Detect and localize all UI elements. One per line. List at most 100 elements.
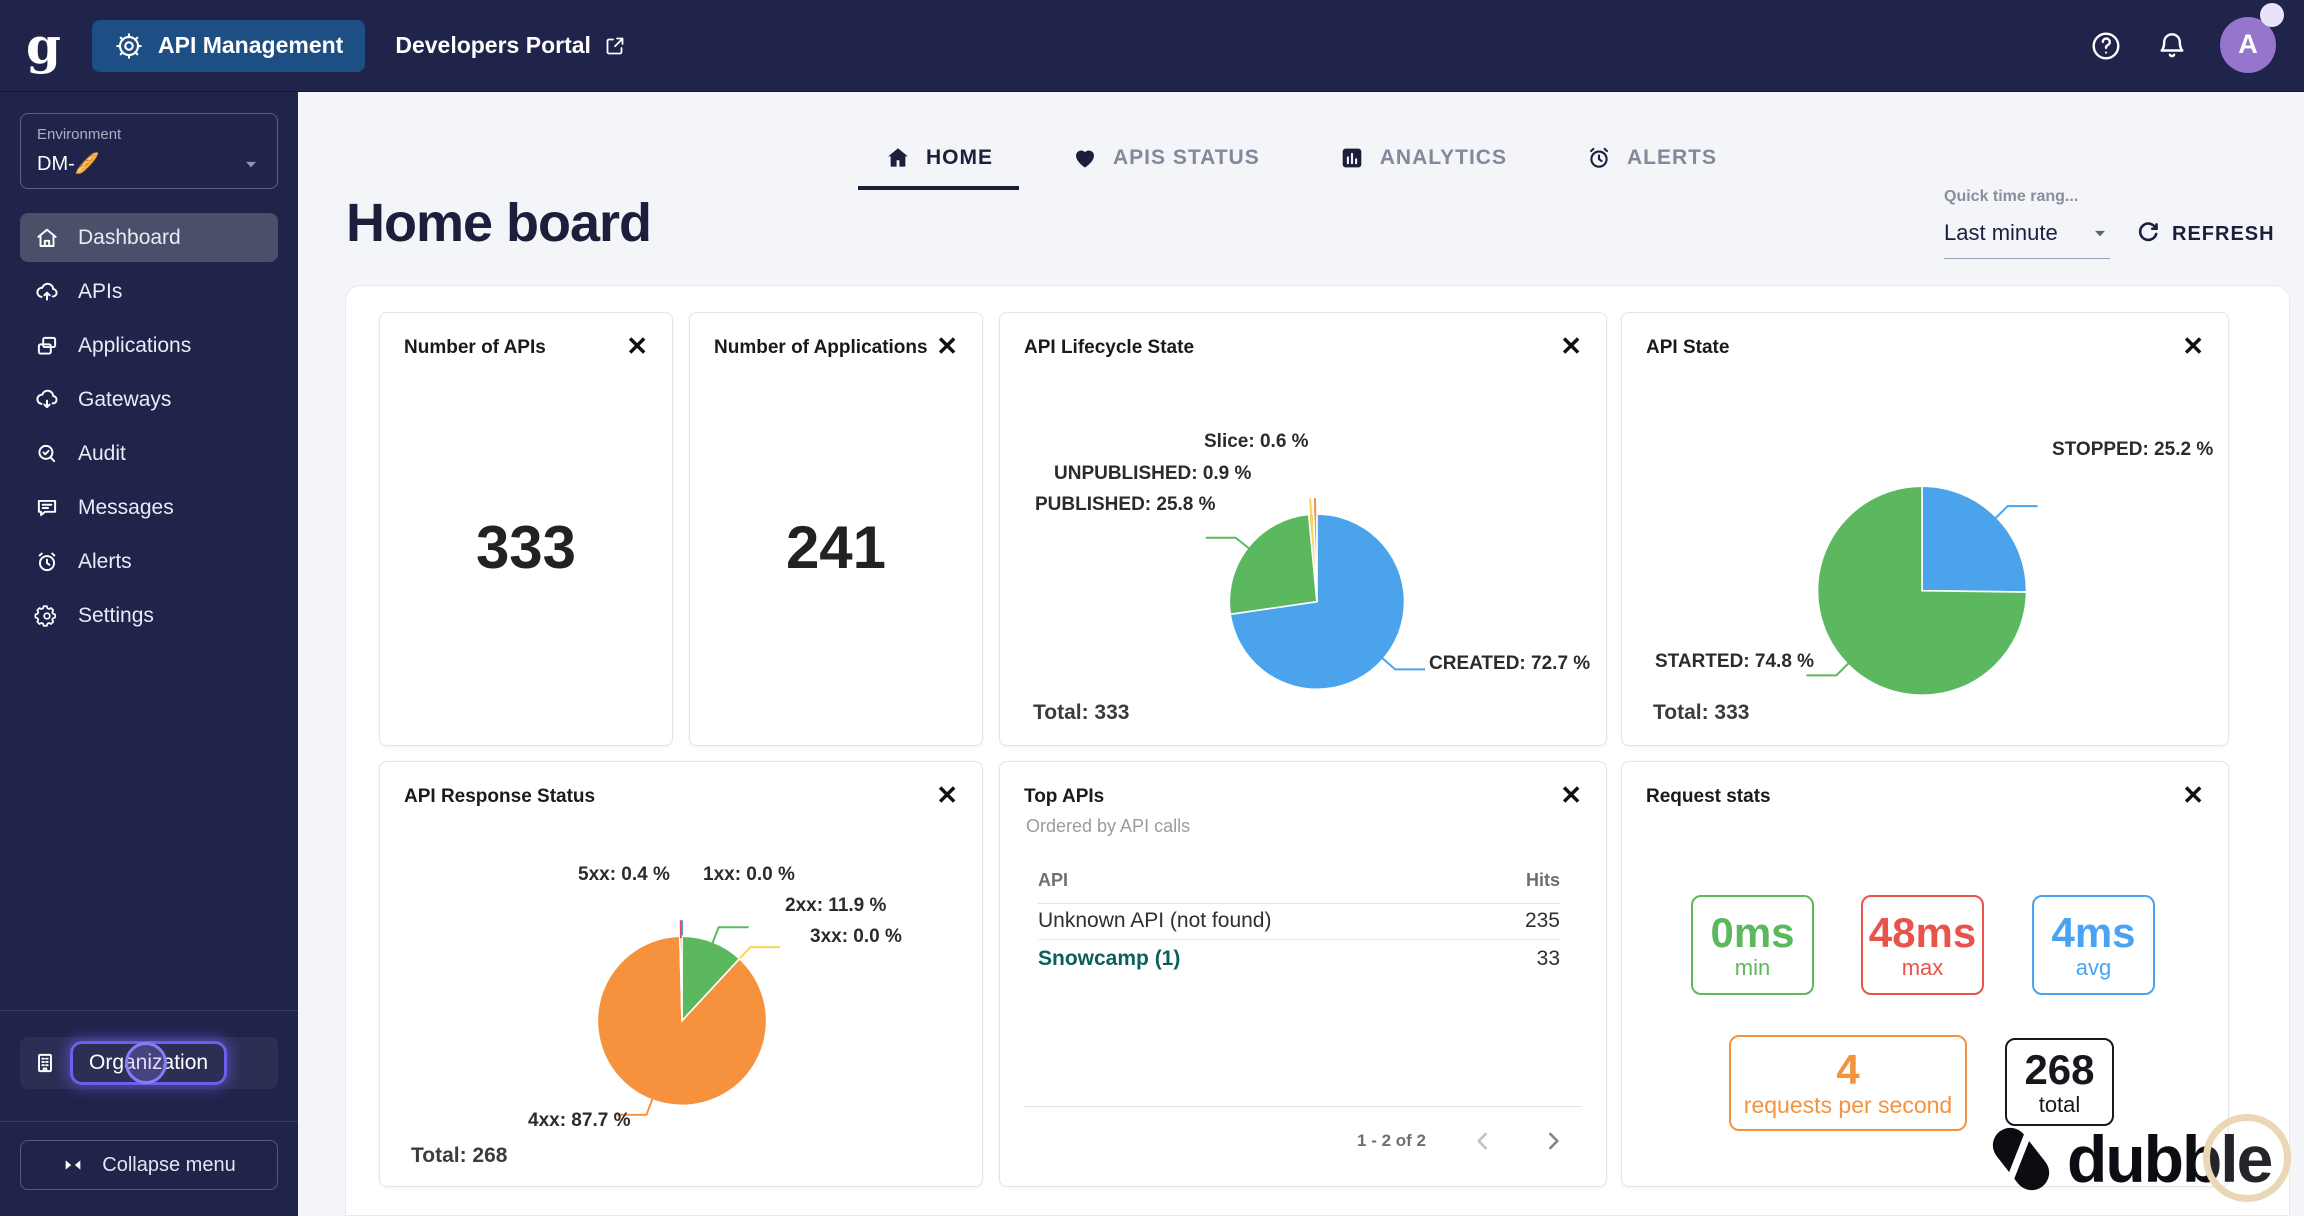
sidebar: Environment DM-🥖 Dashboard APIs	[0, 92, 298, 1216]
pie-label-unpublished: UNPUBLISHED: 0.9 %	[1054, 463, 1252, 484]
chevron-left-icon[interactable]	[1470, 1128, 1496, 1154]
card-title: Number of Applications	[714, 337, 928, 358]
sidebar-item-settings[interactable]: Settings	[20, 591, 278, 640]
stat-min-label: min	[1734, 955, 1771, 980]
developers-portal-link[interactable]: Developers Portal	[395, 32, 627, 59]
close-icon[interactable]: ✕	[1560, 780, 1582, 810]
sidebar-item-alerts[interactable]: Alerts	[20, 537, 278, 586]
card-api-response-status: API Response Status ✕ 5xx: 0.4 % 1xx: 0.…	[379, 761, 983, 1187]
pie-label-5xx: 5xx: 0.4 %	[578, 864, 670, 885]
gear-icon	[34, 603, 60, 629]
tab-home[interactable]: HOME	[858, 144, 1019, 190]
tab-label: APIS STATUS	[1113, 146, 1260, 169]
refresh-label: REFRESH	[2172, 222, 2275, 245]
api-hits: 33	[1536, 947, 1560, 970]
sidebar-item-label: APIs	[78, 279, 123, 303]
sidebar-nav: Dashboard APIs Applications	[0, 213, 298, 640]
notifications-bell-icon[interactable]	[2154, 28, 2190, 64]
stat-max-label: max	[1901, 955, 1944, 980]
refresh-button[interactable]: REFRESH	[2134, 220, 2275, 248]
quick-time-range-select[interactable]: Last minute	[1944, 220, 2110, 259]
top-bar: g API Management Developers Portal	[0, 0, 2304, 92]
developers-portal-label: Developers Portal	[395, 32, 591, 58]
help-icon[interactable]	[2088, 28, 2124, 64]
sidebar-item-apis[interactable]: APIs	[20, 267, 278, 316]
close-icon[interactable]: ✕	[2182, 331, 2204, 361]
stat-max-value: 48ms	[1868, 908, 1977, 956]
tab-alerts[interactable]: ALERTS	[1559, 144, 1743, 190]
close-icon[interactable]: ✕	[1560, 331, 1582, 361]
gravitee-logo: g	[26, 16, 61, 75]
stat-total-value: 268	[2024, 1045, 2095, 1093]
sidebar-item-gateways[interactable]: Gateways	[20, 375, 278, 424]
environment-selector[interactable]: Environment DM-🥖	[20, 113, 278, 189]
avatar-status-badge	[2260, 2, 2284, 27]
pie-api-state	[1806, 485, 2038, 697]
applications-count: 241	[785, 514, 887, 581]
close-icon[interactable]: ✕	[936, 331, 958, 361]
divider	[0, 1010, 298, 1011]
divider	[1024, 1106, 1582, 1107]
dubble-watermark: dubble	[1985, 1114, 2291, 1202]
pie-label-3xx: 3xx: 0.0 %	[810, 926, 902, 947]
total-label: Total: 333	[1033, 701, 1130, 724]
page-title: Home board	[346, 193, 652, 253]
pie-api-lifecycle	[1205, 498, 1426, 691]
card-title: API State	[1646, 337, 1730, 358]
board-tabs: HOME APIS STATUS ANALYTICS ALERTS	[858, 144, 1743, 190]
sidebar-item-applications[interactable]: Applications	[20, 321, 278, 370]
collapse-menu-button[interactable]: Collapse menu	[20, 1140, 278, 1190]
stat-avg-label: avg	[2075, 955, 2112, 980]
alarm-icon	[34, 549, 60, 575]
refresh-icon	[2134, 220, 2162, 248]
card-api-lifecycle-state: API Lifecycle State ✕ Slice: 0.6 % UNPUB…	[999, 312, 1607, 746]
stat-min-value: 0ms	[1710, 908, 1795, 956]
card-title: Request stats	[1646, 786, 1771, 807]
pie-label-stopped: STOPPED: 25.2 %	[2052, 439, 2214, 460]
chevron-down-icon	[241, 154, 261, 174]
divider	[0, 1121, 298, 1122]
tab-apis-status[interactable]: APIS STATUS	[1045, 144, 1286, 190]
environment-value: DM-🥖	[37, 153, 100, 175]
pie-label-4xx: 4xx: 87.7 %	[528, 1110, 631, 1131]
heart-icon	[1071, 144, 1099, 172]
tab-analytics[interactable]: ANALYTICS	[1312, 144, 1533, 190]
click-indicator	[125, 1042, 167, 1084]
pagination: 1 - 2 of 2	[1357, 1128, 1566, 1154]
sidebar-item-organization[interactable]: Organization	[20, 1037, 278, 1089]
card-title: Top APIs	[1024, 786, 1105, 807]
card-number-of-applications: Number of Applications ✕ 241	[689, 312, 983, 746]
dubble-ring	[2203, 1114, 2291, 1202]
card-request-stats: Request stats ✕ 0ms min 48ms max 4ms avg…	[1621, 761, 2229, 1187]
sidebar-item-label: Applications	[78, 333, 192, 357]
chevron-right-icon[interactable]	[1540, 1128, 1566, 1154]
total-label: Total: 333	[1653, 701, 1750, 724]
sidebar-bottom: Organization Collapse menu	[0, 1010, 298, 1216]
chat-icon	[34, 495, 60, 521]
pie-label-published: PUBLISHED: 25.8 %	[1035, 494, 1216, 515]
close-icon[interactable]: ✕	[2182, 780, 2204, 810]
user-avatar[interactable]: A	[2220, 2, 2284, 75]
search-check-icon	[34, 441, 60, 467]
sidebar-item-audit[interactable]: Audit	[20, 429, 278, 478]
api-management-button[interactable]: API Management	[92, 19, 366, 72]
board-panel: Number of APIs ✕ 333 Number of Applicati…	[345, 285, 2290, 1216]
sidebar-item-label: Gateways	[78, 387, 172, 411]
main-content: Home board HOME APIS STATUS ANALYTICS	[298, 92, 2304, 1216]
card-title: API Lifecycle State	[1024, 337, 1195, 358]
sidebar-item-dashboard[interactable]: Dashboard	[20, 213, 278, 262]
close-icon[interactable]: ✕	[626, 331, 648, 361]
alarm-icon	[1585, 144, 1613, 172]
pie-label-1xx: 1xx: 0.0 %	[703, 864, 795, 885]
table-header: API Hits	[1038, 870, 1560, 904]
sidebar-item-label: Messages	[78, 495, 174, 519]
sidebar-item-messages[interactable]: Messages	[20, 483, 278, 532]
stat-requests-per-second: 4 requests per second	[1729, 1035, 1967, 1131]
stat-total: 268 total	[2005, 1038, 2114, 1126]
close-icon[interactable]: ✕	[936, 780, 958, 810]
pie-label-2xx: 2xx: 11.9 %	[785, 895, 887, 916]
api-name-link[interactable]: Snowcamp (1)	[1038, 947, 1181, 970]
cloud-download-icon	[34, 387, 60, 413]
sidebar-item-label: Settings	[78, 603, 154, 627]
organization-focus-ring: Organization	[70, 1041, 228, 1085]
